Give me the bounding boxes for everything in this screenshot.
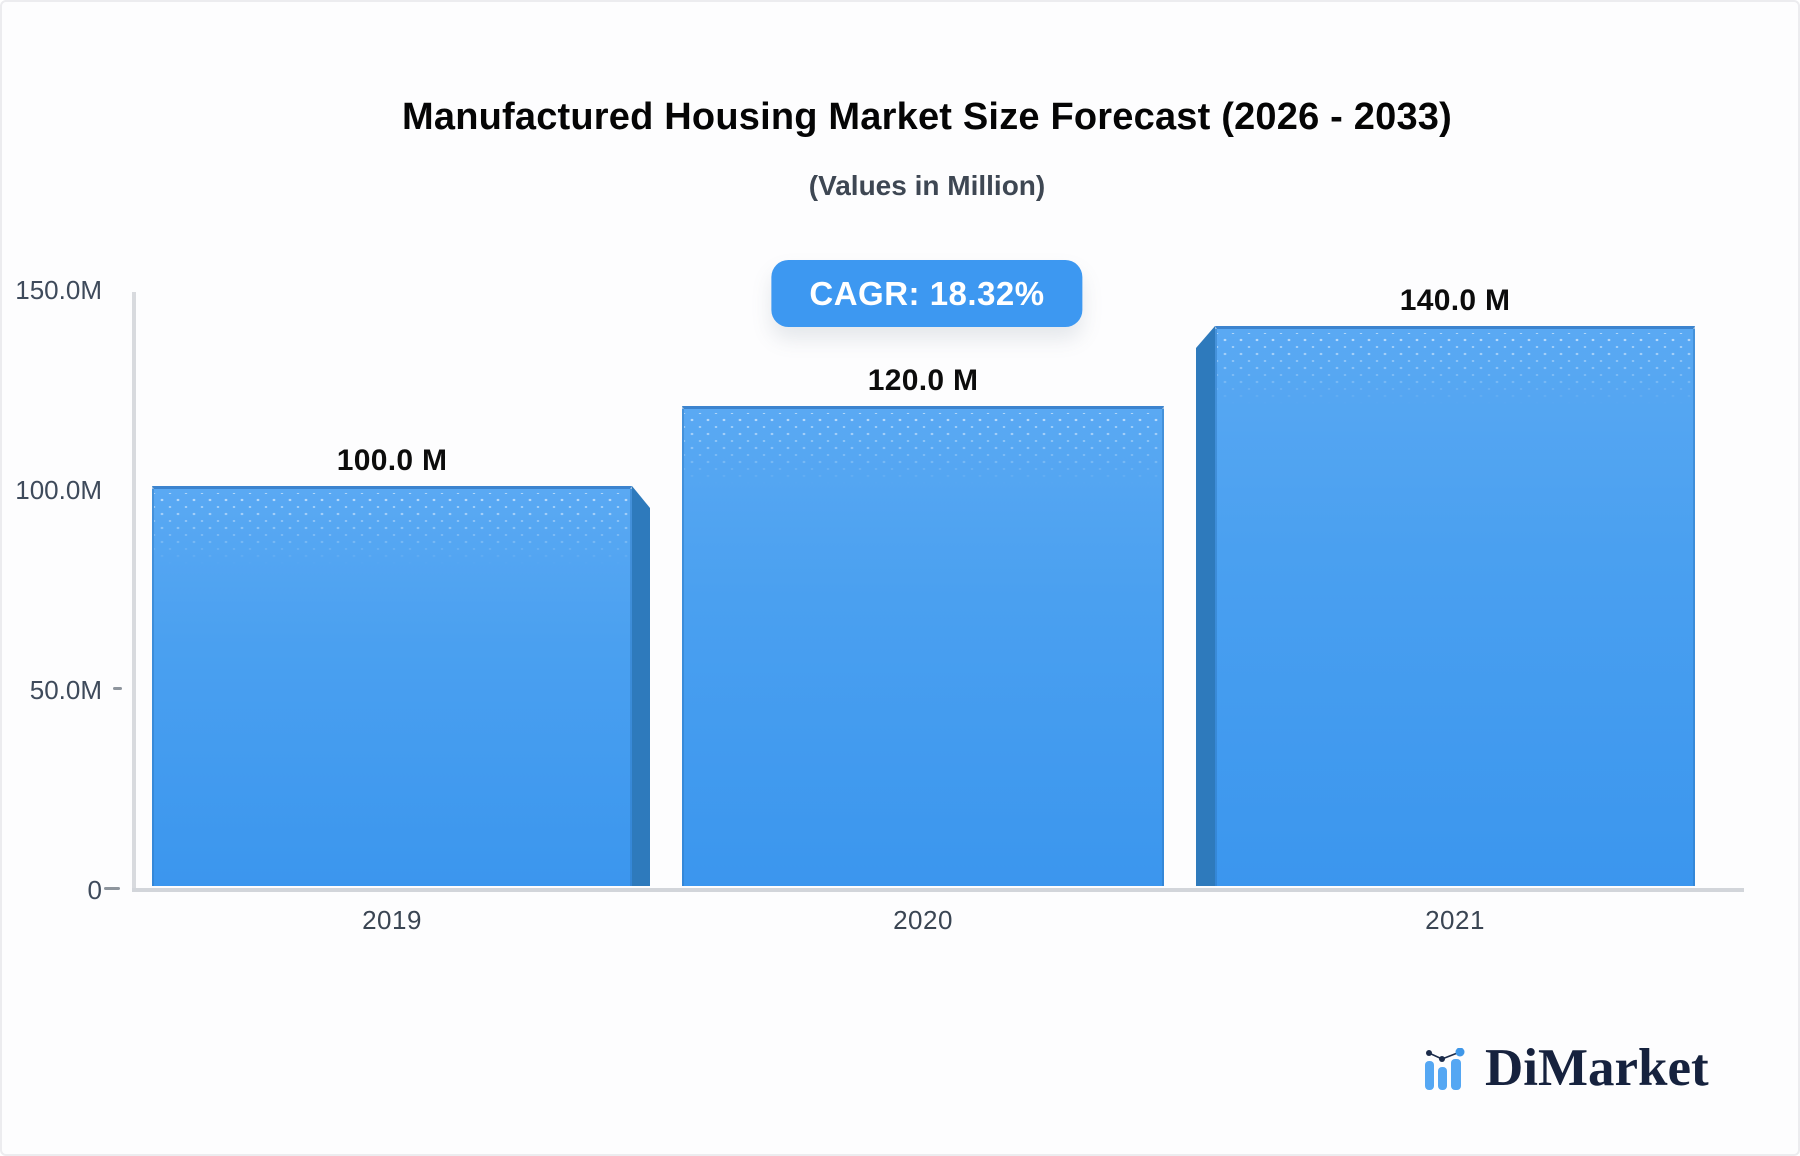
y-tick-label: 0 xyxy=(87,875,102,905)
bar-face: 140.0 M xyxy=(1215,284,1695,886)
y-tick-mark-50 xyxy=(113,687,122,690)
cagr-badge-label: CAGR: 18.32% xyxy=(809,274,1045,312)
bar-texture-dots xyxy=(684,413,1162,485)
y-tick-mark-0 xyxy=(104,887,120,890)
chart-subtitle: (Values in Million) xyxy=(808,170,1046,201)
y-tick-label: 50.0M xyxy=(29,675,102,705)
brand-name: DiMarket xyxy=(1485,1039,1709,1097)
bar-texture-dots xyxy=(154,493,630,565)
bar-3d-side-panel xyxy=(632,486,650,886)
bar-2020[interactable]: 120.0 M xyxy=(682,364,1164,886)
bar-face: 100.0 M xyxy=(152,444,632,886)
bar-2019[interactable]: 100.0 M xyxy=(152,444,650,886)
y-tick-label: 100.0M xyxy=(15,475,102,505)
bar-value-label: 140.0 M xyxy=(1399,284,1511,317)
x-tick-label: 2020 xyxy=(893,905,953,935)
bar-2021[interactable]: 140.0 M xyxy=(1196,284,1695,886)
chart-title: Manufactured Housing Market Size Forecas… xyxy=(402,96,1452,138)
x-tick-label: 2019 xyxy=(362,905,422,935)
bar-value-label: 120.0 M xyxy=(867,364,979,397)
bar-3d-side-panel xyxy=(1196,326,1215,886)
bar-value-label: 100.0 M xyxy=(336,444,448,477)
mini-bar-chart-sparkline-icon xyxy=(1425,1047,1465,1090)
brand-logo: DiMarket xyxy=(1424,1042,1709,1095)
x-axis-line xyxy=(132,888,1744,892)
cagr-badge: CAGR: 18.32% xyxy=(771,260,1083,327)
y-axis-line xyxy=(132,292,136,890)
x-tick-label: 2021 xyxy=(1425,905,1485,935)
bar-texture-dots xyxy=(1217,333,1693,405)
y-tick-label: 150.0M xyxy=(15,275,102,305)
bar-face: 120.0 M xyxy=(682,364,1164,886)
